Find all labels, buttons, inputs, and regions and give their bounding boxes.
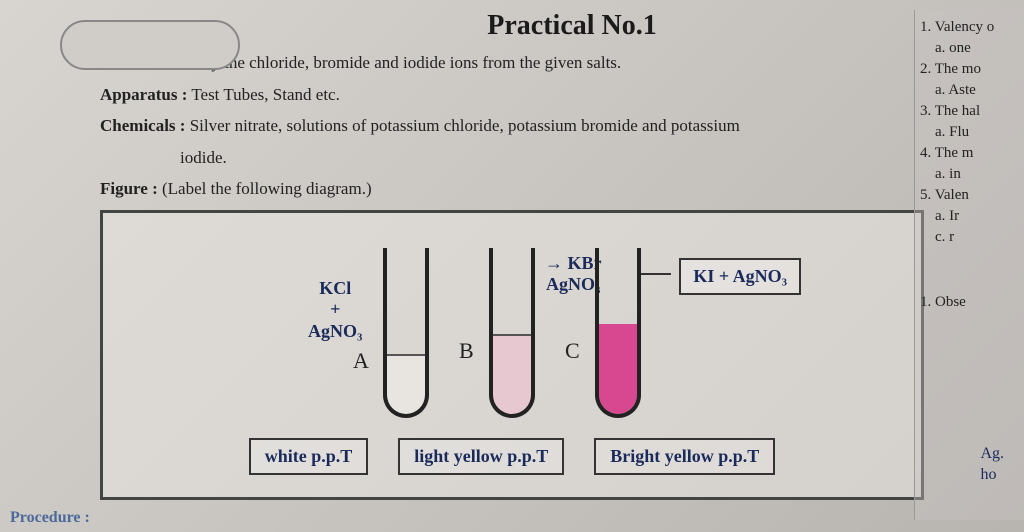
chemicals-text: Silver nitrate, solutions of potassium c… <box>190 116 740 135</box>
figure-line: Figure : (Label the following diagram.) <box>100 176 994 202</box>
tube-d-connector <box>641 273 671 275</box>
q5c: c. r <box>935 229 1019 246</box>
tube-a-annotation: KCl+AgNO₃ <box>308 278 362 343</box>
q4a: a. in <box>935 166 1019 183</box>
apparatus-text: Test Tubes, Stand etc. <box>191 85 340 104</box>
ppt-row: white p.p.T light yellow p.p.T Bright ye… <box>123 438 901 475</box>
ppt-b: light yellow p.p.T <box>398 438 564 475</box>
chemicals-label: Chemicals : <box>100 116 185 135</box>
chemicals-line-2: iodide. <box>180 145 994 171</box>
q3a: a. Flu <box>935 124 1019 141</box>
procedure-label: Procedure : <box>10 509 90 527</box>
test-tube-a <box>383 248 429 418</box>
test-tube-c <box>595 248 641 418</box>
tube-a-group: KCl+AgNO₃ A <box>383 248 429 418</box>
figure-text: (Label the following diagram.) <box>162 179 372 198</box>
tube-a-outline <box>383 248 429 418</box>
tube-b-outline <box>489 248 535 418</box>
q2a: a. Aste <box>935 82 1019 99</box>
apparatus-label: Apparatus : <box>100 85 187 104</box>
tube-b-letter: B <box>459 338 474 364</box>
tube-c-outline <box>595 248 641 418</box>
ppt-a: white p.p.T <box>249 438 369 475</box>
q1a: a. one <box>935 40 1019 57</box>
hand-notes: Ag. ho <box>980 444 1004 486</box>
tube-a-letter: A <box>353 348 369 374</box>
q1: 1. Valency o <box>920 19 1019 36</box>
ppt-c: Bright yellow p.p.T <box>594 438 775 475</box>
tube-b-group: B <box>489 248 535 418</box>
q3: 3. The hal <box>920 103 1019 120</box>
diagram-container: KCl+AgNO₃ A B → KBrAgNO₃ C <box>100 210 924 500</box>
obs: 1. Obse <box>920 294 1019 311</box>
chemicals-line: Chemicals : Silver nitrate, solutions of… <box>100 113 994 139</box>
test-tube-b <box>489 248 535 418</box>
practical-title: Practical No.1 <box>90 10 1024 42</box>
tubes-row: KCl+AgNO₃ A B → KBrAgNO₃ C <box>123 228 901 418</box>
tube-c-group: → KBrAgNO₃ C KI + AgNO₃ <box>595 248 641 418</box>
tube-d-label-box: KI + AgNO₃ <box>679 258 801 295</box>
q5a: a. Ir <box>935 208 1019 225</box>
right-questions-panel: 1. Valency o a. one 2. The mo a. Aste 3.… <box>914 10 1024 520</box>
apparatus-line: Apparatus : Test Tubes, Stand etc. <box>100 82 994 108</box>
tube-c-annotation: → KBrAgNO₃ <box>545 253 602 296</box>
q2: 2. The mo <box>920 61 1019 78</box>
q5: 5. Valen <box>920 187 1019 204</box>
chemicals-text-2: iodide. <box>180 148 227 167</box>
tube-c-letter: C <box>565 338 580 364</box>
q4: 4. The m <box>920 145 1019 162</box>
figure-label: Figure : <box>100 179 158 198</box>
